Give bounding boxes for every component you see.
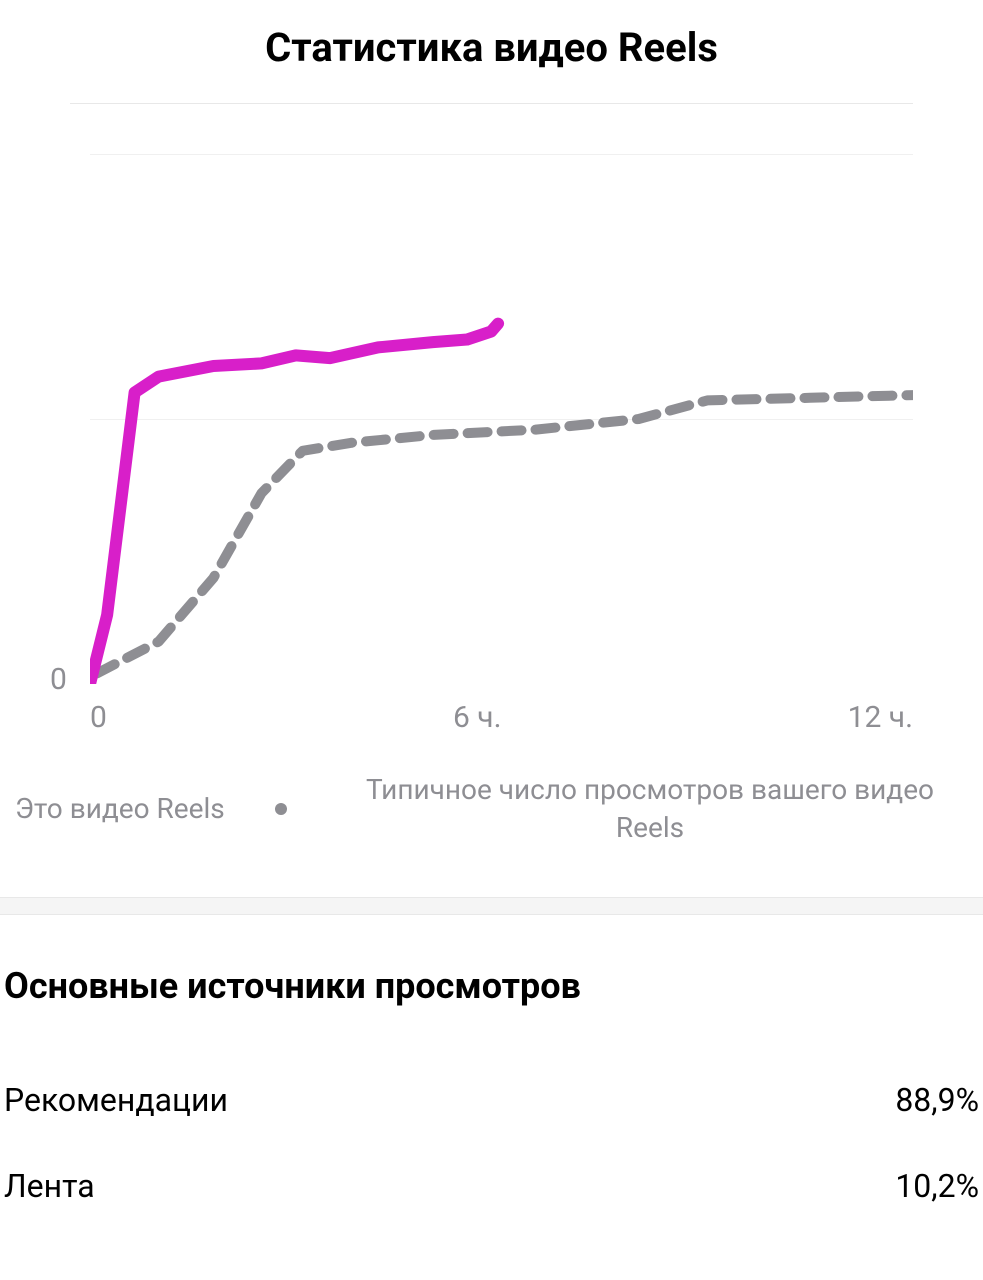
x-tick-0: 0 [90, 700, 107, 735]
section-divider [0, 897, 983, 915]
sources-title: Основные источники просмотров [4, 965, 979, 1057]
source-row-recommendations[interactable]: Рекомендации 88,9% [4, 1057, 979, 1143]
legend-label-typical-reel: Типичное число просмотров вашего видео R… [357, 771, 943, 847]
chart-svg [90, 154, 913, 684]
legend-item-this-reel: Это видео Reels [15, 790, 235, 828]
stats-container: Статистика видео Reels 0 0 6 ч. 12 ч. Эт… [0, 0, 983, 1229]
chart-legend: Это видео Reels Типичное число просмотро… [0, 735, 983, 897]
source-value: 88,9% [895, 1081, 979, 1119]
legend-bullet-icon [275, 803, 287, 815]
x-tick-2: 12 ч. [848, 700, 913, 735]
chart-area [90, 154, 913, 684]
legend-item-typical-reel: Типичное число просмотров вашего видео R… [357, 771, 943, 847]
x-tick-1: 6 ч. [453, 700, 502, 735]
legend-label-this-reel: Это видео Reels [15, 790, 225, 828]
chart-line-typical_reel [97, 395, 913, 673]
x-axis: 0 6 ч. 12 ч. [0, 684, 983, 735]
source-row-feed[interactable]: Лента 10,2% [4, 1143, 979, 1229]
source-label: Лента [4, 1167, 95, 1205]
source-label: Рекомендации [4, 1081, 228, 1119]
chart-line-this_reel [90, 324, 498, 684]
chart-wrapper: 0 0 6 ч. 12 ч. Это видео Reels Типичное … [0, 104, 983, 897]
page-title: Статистика видео Reels [0, 0, 983, 103]
y-axis-zero-label: 0 [50, 662, 67, 697]
source-value: 10,2% [895, 1167, 979, 1205]
sources-section: Основные источники просмотров Рекомендац… [0, 915, 983, 1229]
